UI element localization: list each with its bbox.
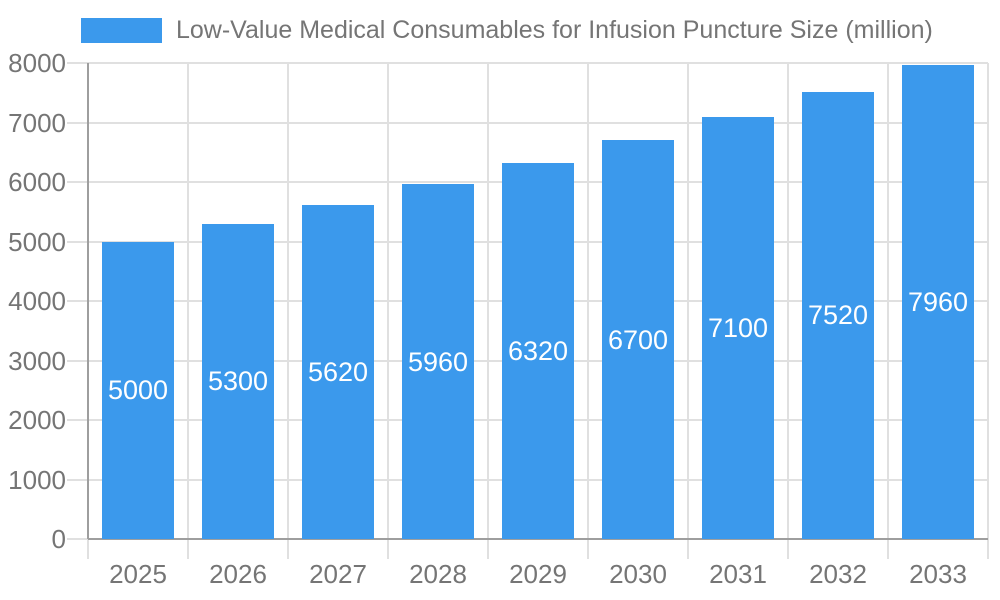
bar-value-label: 7100 [707, 312, 769, 343]
legend-color-swatch [81, 18, 162, 43]
x-axis-label: 2029 [509, 559, 567, 589]
x-axis-line [88, 538, 988, 540]
y-axis-label: 0 [51, 524, 66, 554]
y-axis-tick [67, 359, 88, 362]
x-axis-tick [387, 539, 389, 559]
x-axis-label: 2030 [609, 559, 667, 589]
h-gridline [88, 62, 988, 64]
bar-value-label: 5300 [207, 366, 269, 397]
y-axis-label: 8000 [8, 48, 66, 78]
x-axis-tick [587, 539, 589, 559]
bar[interactable] [102, 241, 174, 539]
v-gridline [787, 63, 789, 539]
y-axis-tick [67, 538, 88, 540]
bar-value-label: 7960 [907, 287, 969, 318]
bar[interactable] [202, 223, 274, 539]
bar[interactable] [702, 116, 774, 539]
x-axis-tick [87, 539, 89, 559]
x-axis-tick [787, 539, 789, 559]
legend-label: Low-Value Medical Consumables for Infusi… [176, 16, 933, 44]
y-axis-tick [67, 419, 88, 421]
x-axis-label: 2028 [409, 559, 467, 589]
x-axis-tick [487, 539, 489, 559]
bar[interactable] [502, 162, 574, 539]
y-axis-label: 7000 [8, 107, 66, 138]
y-axis-label: 4000 [8, 286, 66, 316]
x-axis-tick [887, 539, 889, 559]
y-axis-tick [67, 121, 88, 124]
x-axis-label: 2032 [809, 559, 867, 589]
bar-value-label: 5620 [307, 356, 369, 387]
v-gridline [287, 63, 289, 539]
y-axis-label: 3000 [8, 345, 66, 376]
y-axis-tick [67, 478, 88, 481]
v-gridline [387, 63, 389, 539]
y-axis-tick [67, 62, 88, 64]
x-axis-label: 2031 [709, 559, 767, 589]
bar-value-label: 5960 [407, 346, 469, 377]
h-gridline [88, 121, 988, 124]
x-axis-label: 2027 [309, 559, 367, 589]
v-gridline [687, 63, 689, 539]
bar-value-label: 6700 [607, 324, 669, 355]
y-axis-label: 5000 [8, 226, 66, 257]
v-gridline [987, 63, 989, 539]
y-axis-tick [67, 181, 88, 183]
x-axis-label: 2026 [209, 559, 267, 589]
x-axis-label: 2033 [909, 559, 967, 589]
x-axis-tick [187, 539, 189, 559]
y-axis-label: 6000 [8, 167, 66, 197]
bar[interactable] [602, 140, 674, 539]
y-axis-label: 2000 [8, 405, 66, 435]
chart-legend[interactable]: Low-Value Medical Consumables for Infusi… [81, 17, 933, 44]
v-gridline [887, 63, 889, 539]
x-axis-label: 2025 [109, 559, 167, 589]
y-axis-line [87, 63, 89, 539]
bar-value-label: 7520 [807, 300, 869, 331]
bar[interactable] [902, 65, 974, 539]
v-gridline [187, 63, 189, 539]
x-axis-tick [987, 539, 989, 559]
x-axis-tick [287, 539, 289, 559]
bar[interactable] [802, 91, 874, 539]
y-axis-tick [67, 300, 88, 302]
y-axis-tick [67, 240, 88, 243]
v-gridline [487, 63, 489, 539]
v-gridline [587, 63, 589, 539]
y-axis-label: 1000 [8, 464, 66, 495]
bar-value-label: 6320 [507, 335, 569, 366]
x-axis-tick [687, 539, 689, 559]
bar[interactable] [402, 184, 474, 539]
bar[interactable] [302, 204, 374, 539]
bar-value-label: 5000 [107, 375, 169, 406]
